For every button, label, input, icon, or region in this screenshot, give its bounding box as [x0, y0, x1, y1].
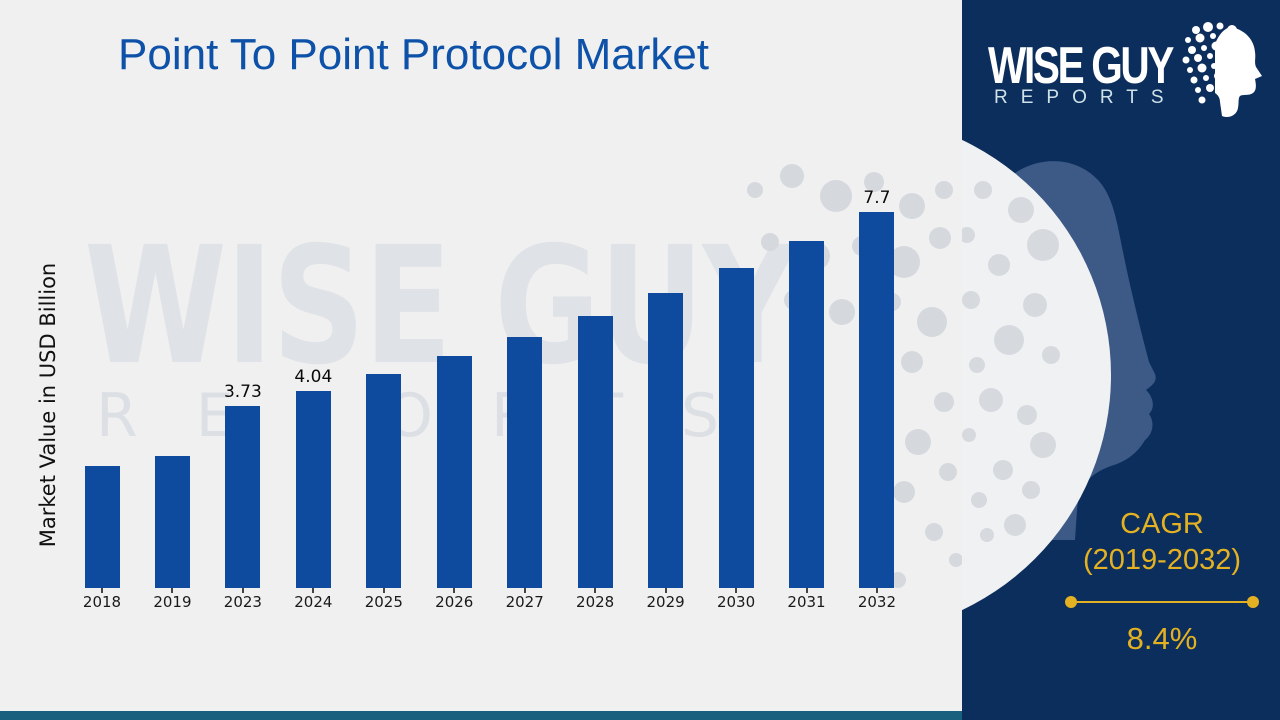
- x-label-2025: 2025: [364, 593, 403, 611]
- x-axis-tick: [594, 588, 597, 593]
- bar-2032: [859, 212, 895, 588]
- circle-texture-dot: [974, 181, 992, 199]
- x-label-2023: 2023: [223, 593, 262, 611]
- circle-texture-dot: [962, 428, 976, 442]
- circle-texture-dot: [962, 227, 975, 243]
- circle-texture-dot: [1008, 197, 1034, 223]
- x-label-2024: 2024: [294, 593, 333, 611]
- circle-texture-dot: [980, 528, 994, 542]
- watermark-dot: [864, 172, 884, 192]
- x-axis-tick: [523, 588, 526, 593]
- watermark-dot: [893, 481, 915, 503]
- watermark-dot: [829, 299, 855, 325]
- circle-texture-dot: [988, 254, 1010, 276]
- circle-texture-dot: [1022, 481, 1040, 499]
- x-label-2029: 2029: [646, 593, 685, 611]
- x-axis-tick: [101, 588, 103, 593]
- bar-value-label-2023: 3.73: [223, 382, 262, 402]
- x-axis-tick: [453, 588, 456, 593]
- bar-2027: [507, 337, 543, 588]
- x-axis-tick: [171, 588, 174, 593]
- circle-texture-dot: [994, 325, 1024, 355]
- bar-2023: [225, 406, 261, 588]
- circle-texture-dot: [1023, 293, 1047, 317]
- circle-texture-dot: [1017, 405, 1037, 425]
- x-axis-tick: [312, 588, 315, 593]
- watermark-dot: [747, 182, 763, 198]
- line-end-dot: [1247, 595, 1259, 608]
- brand-panel: WISE GUY REPORTS CAGR (2019-2: [962, 0, 1280, 720]
- cagr-value: 8.4%: [1126, 620, 1198, 656]
- circle-texture-dot: [979, 388, 1003, 412]
- watermark-dot: [901, 351, 923, 373]
- wise-guy-reports-logo: WISE GUY REPORTS: [962, 0, 1280, 140]
- watermark-dot: [935, 181, 953, 199]
- circle-texture-dot: [1042, 346, 1060, 364]
- cagr-label: CAGR: [1120, 508, 1204, 540]
- bar-2030: [718, 268, 754, 588]
- watermark-dot: [939, 463, 957, 481]
- x-axis-tick: [241, 588, 244, 593]
- bar-value-label-2024: 4.04: [294, 367, 333, 387]
- circle-texture-dot: [1030, 432, 1056, 458]
- x-label-2026: 2026: [435, 593, 474, 611]
- circle-texture-dot: [1027, 229, 1059, 261]
- watermark-dot: [820, 180, 852, 212]
- circle-texture-dot: [993, 460, 1013, 480]
- cagr-block: CAGR (2019-2032) 8.4%: [1012, 506, 1280, 657]
- x-label-2030: 2030: [716, 593, 756, 611]
- cagr-divider-line: [1065, 595, 1259, 608]
- line-end-dot: [1065, 595, 1077, 608]
- bar-2031: [789, 241, 824, 588]
- x-axis-tick: [382, 588, 385, 593]
- x-label-2028: 2028: [576, 593, 615, 611]
- circle-texture-dot: [1004, 514, 1026, 536]
- logo-reports-text: REPORTS: [994, 87, 1177, 108]
- logo-head-icon: [1182, 22, 1262, 118]
- bar-2026: [436, 356, 472, 588]
- watermark-dot: [934, 392, 954, 412]
- x-axis-tick: [805, 588, 808, 593]
- bar-2025: [366, 374, 402, 588]
- watermark-dot: [780, 164, 804, 188]
- watermark-dot: [761, 233, 779, 251]
- watermark-dot: [929, 227, 951, 249]
- bar-2029: [648, 293, 684, 588]
- bar-2024: [295, 391, 331, 588]
- circle-texture-dot: [971, 492, 987, 508]
- watermark-dot: [899, 193, 925, 219]
- circle-texture-dot: [962, 291, 980, 309]
- x-axis-tick: [875, 588, 878, 593]
- watermark-dot: [905, 429, 931, 455]
- bar-2018: [84, 466, 120, 588]
- bar-chart: 2018 2019 2023 3.73 2024 4.04 2025 2026 2027 2028…: [82, 188, 897, 611]
- logo-wiseguy-text: WISE GUY: [988, 37, 1174, 95]
- footer-accent-bar: [0, 711, 1280, 720]
- watermark-dot: [917, 307, 947, 337]
- x-label-2018: 2018: [82, 593, 122, 611]
- y-axis-label: Market Value in USD Billion: [36, 262, 60, 548]
- x-label-2032: 2032: [857, 593, 897, 611]
- bar-2019: [154, 456, 190, 588]
- page-title: Point To Point Protocol Market: [118, 30, 710, 79]
- circle-texture-dot: [969, 357, 985, 373]
- x-axis-tick: [664, 588, 667, 593]
- watermark-reports-text: REPORTS: [96, 386, 777, 446]
- x-label-2027: 2027: [505, 593, 544, 611]
- x-label-2019: 2019: [153, 593, 192, 611]
- cagr-range: (2019-2032): [1083, 544, 1241, 577]
- bar-value-label-2032: 7.7: [863, 188, 891, 208]
- watermark-dot: [949, 553, 963, 567]
- bar-2028: [577, 316, 613, 588]
- x-axis-tick: [735, 588, 738, 593]
- watermark-dot: [925, 523, 943, 541]
- x-label-2031: 2031: [787, 593, 826, 611]
